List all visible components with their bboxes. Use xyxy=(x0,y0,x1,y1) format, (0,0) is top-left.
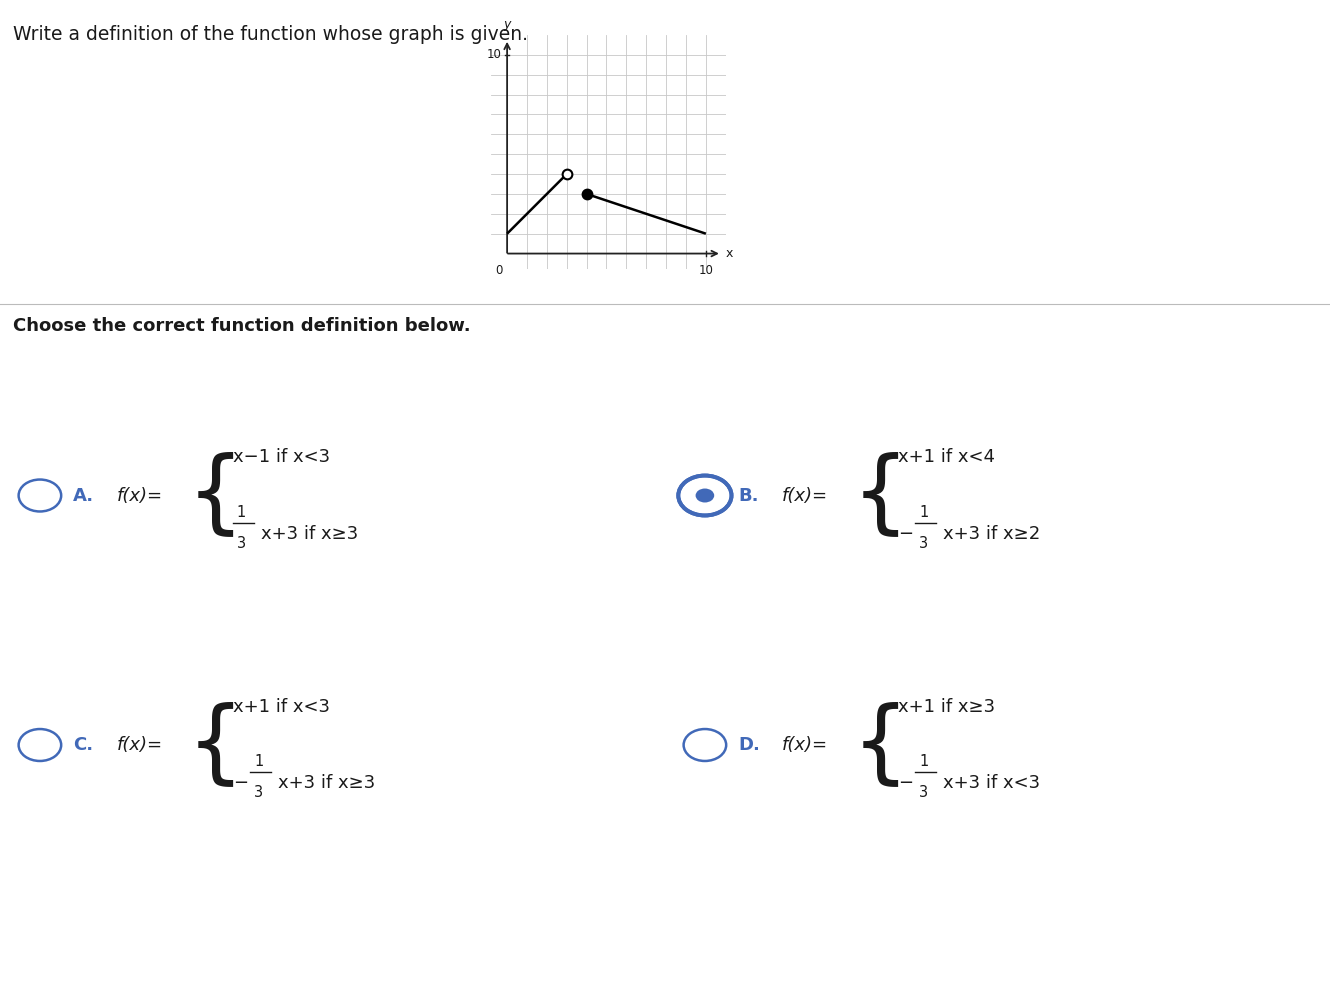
Text: 10: 10 xyxy=(698,264,713,277)
Text: f(x)=: f(x)= xyxy=(782,736,829,754)
Text: x: x xyxy=(726,248,733,260)
Text: x+1 if x≥3: x+1 if x≥3 xyxy=(898,698,995,716)
Text: 1: 1 xyxy=(237,505,246,520)
Text: −: − xyxy=(233,774,247,792)
Text: 1: 1 xyxy=(919,505,928,520)
Text: 3: 3 xyxy=(237,536,246,551)
Text: −: − xyxy=(898,774,912,792)
Text: 3: 3 xyxy=(919,785,928,800)
Text: x+3 if x≥2: x+3 if x≥2 xyxy=(943,525,1040,543)
Text: x+3 if x≥3: x+3 if x≥3 xyxy=(261,525,358,543)
Text: A.: A. xyxy=(73,486,94,505)
Text: {: { xyxy=(851,701,908,789)
Text: C.: C. xyxy=(73,736,93,754)
Text: 1: 1 xyxy=(919,754,928,769)
Text: x−1 if x<3: x−1 if x<3 xyxy=(233,448,330,466)
Text: x+3 if x≥3: x+3 if x≥3 xyxy=(278,774,375,792)
Text: {: { xyxy=(851,451,908,540)
Text: 1: 1 xyxy=(254,754,263,769)
Text: B.: B. xyxy=(738,486,758,505)
Text: f(x)=: f(x)= xyxy=(117,486,164,505)
Text: x+1 if x<3: x+1 if x<3 xyxy=(233,698,330,716)
Text: 3: 3 xyxy=(254,785,263,800)
Text: f(x)=: f(x)= xyxy=(782,486,829,505)
Text: 10: 10 xyxy=(487,48,501,61)
Text: x+1 if x<4: x+1 if x<4 xyxy=(898,448,995,466)
Text: −: − xyxy=(898,525,912,543)
Text: {: { xyxy=(186,451,243,540)
Text: 3: 3 xyxy=(919,536,928,551)
Text: x+3 if x<3: x+3 if x<3 xyxy=(943,774,1040,792)
Text: Choose the correct function definition below.: Choose the correct function definition b… xyxy=(13,317,471,335)
Text: Write a definition of the function whose graph is given.: Write a definition of the function whose… xyxy=(13,25,528,44)
Text: D.: D. xyxy=(738,736,759,754)
Text: {: { xyxy=(186,701,243,789)
Text: f(x)=: f(x)= xyxy=(117,736,164,754)
Text: y: y xyxy=(504,18,511,31)
Text: 0: 0 xyxy=(495,264,503,277)
